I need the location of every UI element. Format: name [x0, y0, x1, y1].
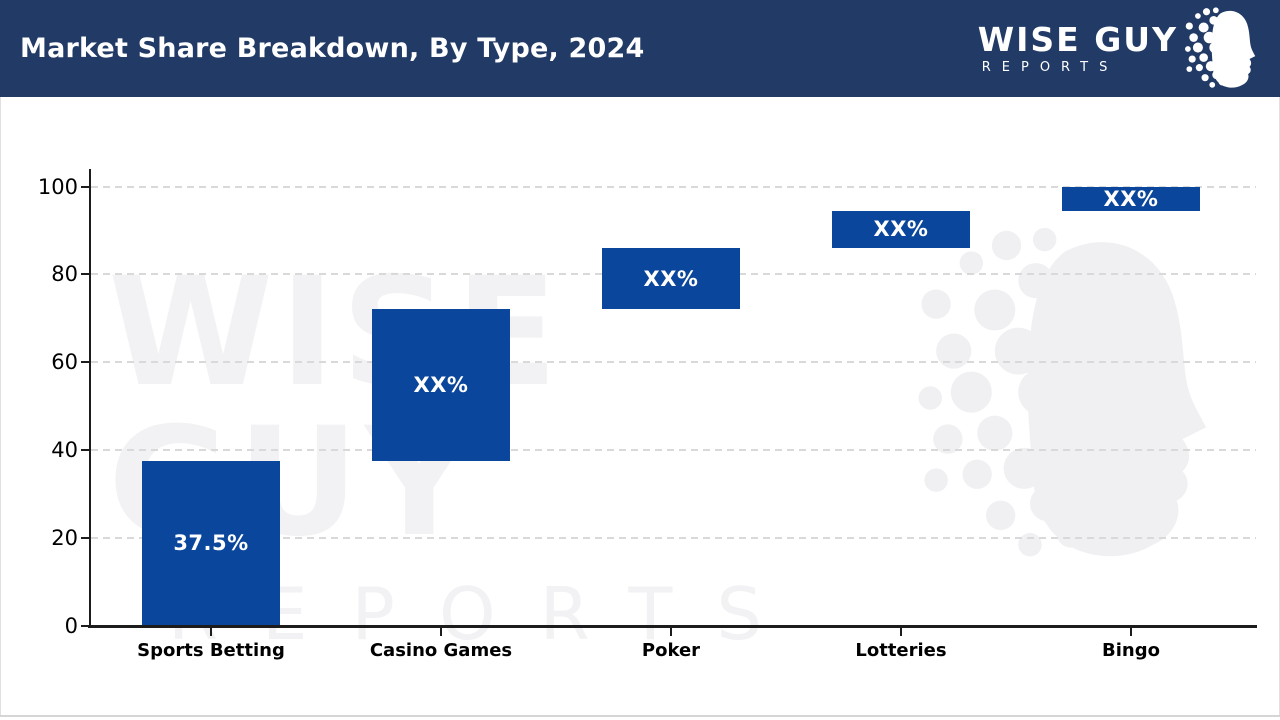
brand-logo-line2: REPORTS	[981, 60, 1119, 75]
gridline-y40	[91, 448, 1256, 451]
brand-logo-text: WISE GUY REPORTS	[978, 23, 1178, 75]
x-tick-2	[670, 627, 672, 636]
x-axis-line	[88, 625, 1257, 628]
y-tick-80	[81, 273, 89, 276]
category-label-1: Casino Games	[369, 640, 513, 661]
chart-title: Market Share Breakdown, By Type, 2024	[20, 33, 645, 64]
bar-casino-games: XX%	[372, 309, 510, 461]
y-tick-60	[81, 361, 89, 364]
bar-value-label: XX%	[1103, 186, 1159, 211]
category-label-0: Sports Betting	[137, 640, 285, 661]
brand-logo: WISE GUY REPORTS	[978, 6, 1266, 92]
y-axis-line	[89, 169, 91, 627]
y-tick-0	[81, 624, 89, 627]
bar-lotteries: XX%	[832, 210, 970, 248]
bar-value-label: XX%	[643, 266, 699, 291]
header-bar: Market Share Breakdown, By Type, 2024 WI…	[0, 0, 1280, 97]
category-label-4: Bingo	[1102, 640, 1160, 661]
gridline-y60	[91, 361, 1256, 364]
x-tick-1	[440, 627, 442, 636]
y-tick-label-60: 60	[51, 350, 78, 375]
y-tick-label-0: 0	[64, 613, 78, 638]
category-label-2: Poker	[641, 640, 701, 661]
y-tick-40	[81, 448, 89, 451]
x-tick-4	[1130, 627, 1132, 636]
watermark-face-icon	[918, 227, 1206, 557]
y-tick-label-100: 100	[37, 174, 78, 199]
bottom-divider	[0, 715, 1280, 717]
wise-guy-face-icon	[1185, 7, 1256, 88]
gridline-y20	[91, 536, 1256, 539]
bar-poker: XX%	[602, 247, 740, 310]
gridline-y100	[91, 185, 1256, 188]
bar-value-label: XX%	[413, 373, 469, 398]
plot-area: 0 20 40 60 80 100 37.5% Sports Betting XX% Casino…	[0, 97, 1280, 720]
category-label-3: Lotteries	[855, 640, 947, 661]
y-tick-20	[81, 536, 89, 539]
y-tick-100	[81, 185, 89, 188]
brand-logo-line1: WISE GUY	[977, 20, 1178, 59]
x-tick-3	[900, 627, 902, 636]
bar-value-label: 37.5%	[173, 531, 249, 556]
y-tick-label-40: 40	[51, 437, 78, 462]
y-tick-label-20: 20	[51, 525, 78, 550]
x-tick-0	[210, 627, 212, 636]
bar-sports-betting: 37.5%	[142, 460, 280, 626]
bar-value-label: XX%	[873, 217, 929, 242]
y-tick-label-80: 80	[51, 262, 78, 287]
bar-bingo: XX%	[1062, 186, 1200, 211]
